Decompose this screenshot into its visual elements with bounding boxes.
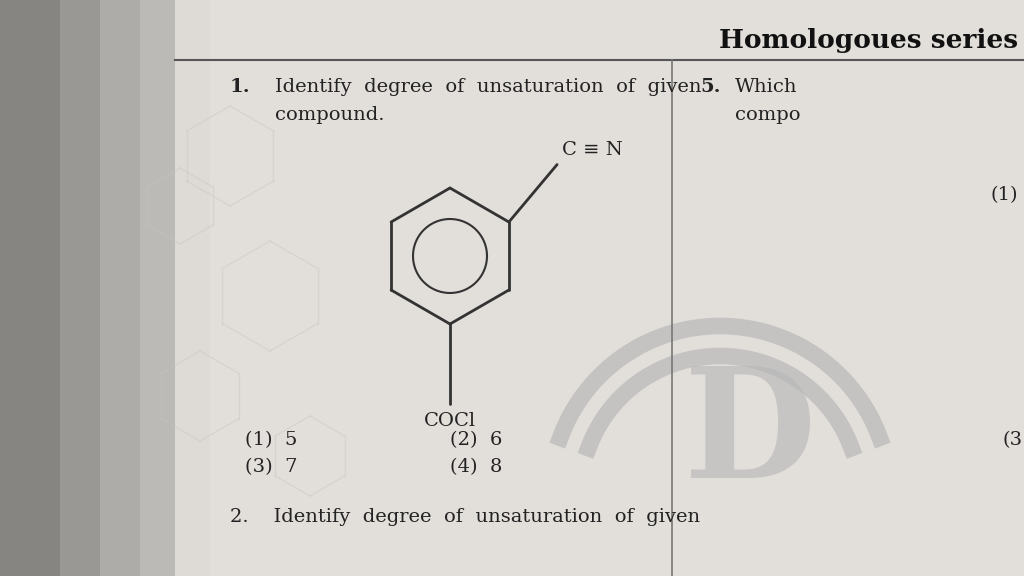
Text: Which: Which <box>735 78 798 96</box>
Text: 5.: 5. <box>700 78 721 96</box>
Bar <box>0 0 60 576</box>
Text: compound.: compound. <box>275 106 384 124</box>
Text: (1): (1) <box>990 186 1018 204</box>
Text: C ≡ N: C ≡ N <box>562 141 623 158</box>
Text: Homologoues series: Homologoues series <box>719 28 1018 53</box>
Text: (3: (3 <box>1002 431 1022 449</box>
Text: compo: compo <box>735 106 801 124</box>
Text: D: D <box>684 362 816 510</box>
Text: (2)  6: (2) 6 <box>450 431 503 449</box>
Text: (1)  5: (1) 5 <box>245 431 297 449</box>
Bar <box>60 0 100 576</box>
Bar <box>175 0 210 576</box>
Bar <box>100 0 140 576</box>
Text: 2.    Identify  degree  of  unsaturation  of  given: 2. Identify degree of unsaturation of gi… <box>230 508 700 526</box>
Bar <box>140 0 175 576</box>
Text: COCl: COCl <box>424 412 476 430</box>
Text: 1.: 1. <box>230 78 251 96</box>
Text: (3)  7: (3) 7 <box>245 458 298 476</box>
Bar <box>175 0 1024 576</box>
Text: (4)  8: (4) 8 <box>450 458 503 476</box>
Bar <box>210 0 1024 576</box>
Text: Identify  degree  of  unsaturation  of  given: Identify degree of unsaturation of given <box>275 78 701 96</box>
